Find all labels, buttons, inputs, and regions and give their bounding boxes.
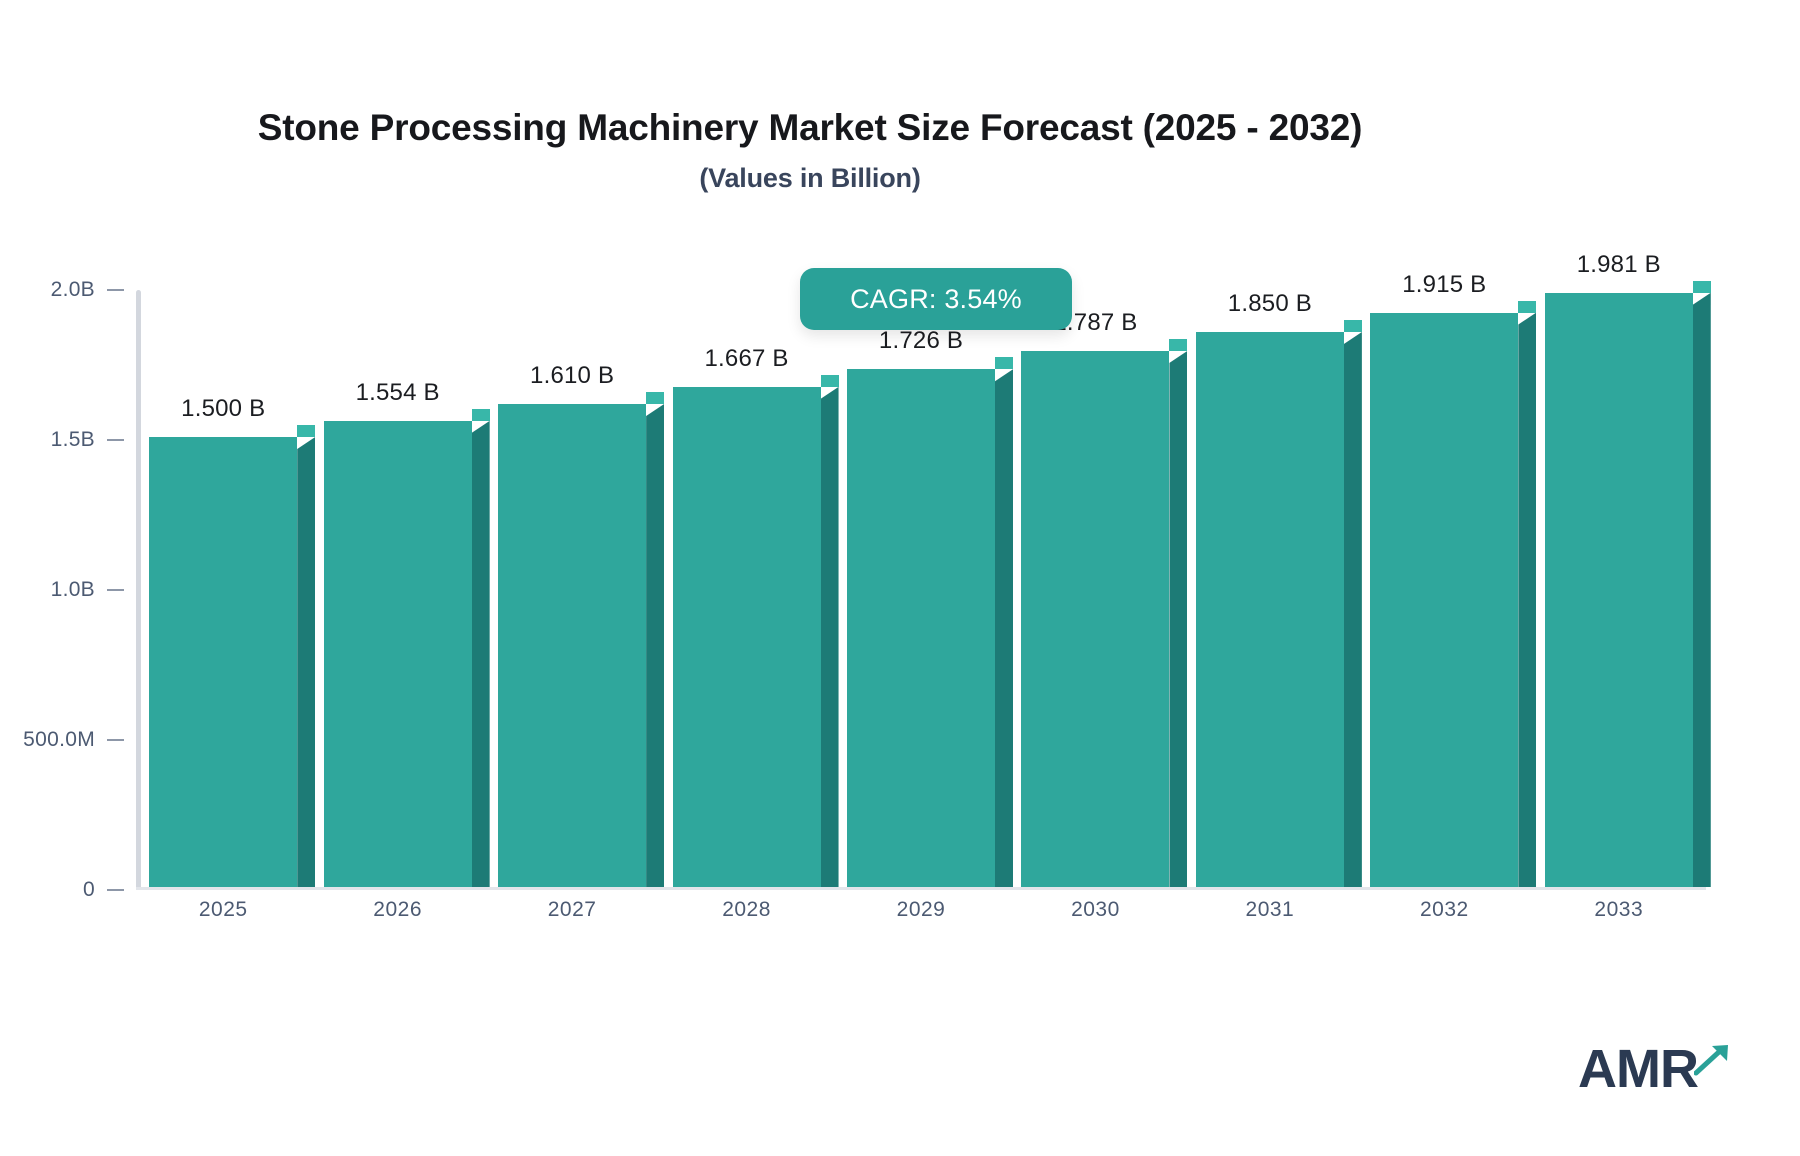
x-axis-label: 2027 xyxy=(547,898,597,921)
x-axis-label: 2032 xyxy=(1419,898,1469,921)
bar-side-face xyxy=(297,437,316,887)
x-axis-label: 2029 xyxy=(896,898,946,921)
bar-top-face xyxy=(646,392,665,404)
bar-face xyxy=(1370,312,1519,887)
bar-side-face xyxy=(646,404,665,887)
y-axis-tick: 0 xyxy=(83,878,136,902)
bar-face xyxy=(323,420,472,887)
bar[interactable]: 1.981 B xyxy=(1544,251,1711,887)
x-axis-label: 2031 xyxy=(1245,898,1295,921)
y-axis-tick-label: 1.0B xyxy=(50,578,95,601)
y-axis-tick-label: 1.5B xyxy=(50,428,95,451)
bar-face xyxy=(1195,332,1344,887)
bar-top-face xyxy=(1518,300,1537,313)
y-axis-tick-mark xyxy=(107,889,124,891)
bar-side-face xyxy=(820,386,839,887)
amr-logo-text: AMR xyxy=(1578,1039,1699,1099)
bar-top-face xyxy=(471,408,490,421)
y-axis-line xyxy=(136,290,141,890)
x-axis-label: 2025 xyxy=(198,898,248,921)
bar-face xyxy=(149,437,298,887)
bar-value-label: 1.915 B xyxy=(1402,270,1487,298)
bar[interactable]: 1.667 B xyxy=(672,290,839,887)
bar-side-face xyxy=(1692,292,1711,887)
bar[interactable]: 1.726 B xyxy=(847,290,1013,887)
bar-top-face xyxy=(1692,280,1711,293)
bar-value-label: 1.610 B xyxy=(530,362,615,389)
bar-top-face xyxy=(820,374,839,387)
x-axis-labels: 2025 2026 2027 2028 2029 2030 2031 2032 2033 xyxy=(136,898,1706,938)
bar-value-label: 1.667 B xyxy=(704,344,789,372)
y-axis-tick-mark xyxy=(107,439,124,441)
bar-value-label: 1.981 B xyxy=(1576,250,1661,278)
bar-value-label: 1.850 B xyxy=(1227,290,1312,317)
y-axis-tick: 2.0B xyxy=(51,278,136,302)
bar-face xyxy=(672,386,821,887)
y-axis-tick-mark xyxy=(107,739,124,741)
bar[interactable]: 1.554 B xyxy=(323,290,490,887)
bar-value-label: 1.554 B xyxy=(355,378,440,406)
bar[interactable]: 1.915 B xyxy=(1370,271,1537,887)
bar-top-face xyxy=(297,425,316,437)
y-axis-tick: 1.5B xyxy=(51,428,136,452)
y-axis-tick: 1.0B xyxy=(51,578,136,602)
bar-value-label: 1.500 B xyxy=(181,395,266,422)
bar-face xyxy=(498,404,647,887)
x-axis-line xyxy=(136,887,1706,890)
bar-top-face xyxy=(995,357,1013,370)
x-axis-label: 2033 xyxy=(1594,898,1644,921)
bar-face xyxy=(847,369,995,887)
bar-face xyxy=(1544,292,1693,887)
plot-area: 0 500.0M 1.0B 1.5B 2.0B 1.500 B 1.554 B 1.610 … xyxy=(23,251,1711,901)
y-axis-tick-label: 0 xyxy=(83,878,95,901)
x-axis-label: 2026 xyxy=(373,898,423,921)
bar[interactable]: 1.787 B xyxy=(1021,290,1188,887)
bar-top-face xyxy=(1169,338,1188,351)
bar-side-face xyxy=(1169,350,1188,887)
bar-face xyxy=(1021,350,1170,887)
bar-side-face xyxy=(995,369,1013,887)
cagr-badge-label: CAGR: 3.54% xyxy=(850,283,1022,314)
title-block: Stone Processing Machinery Market Size F… xyxy=(0,107,1620,194)
y-axis-tick-label: 2.0B xyxy=(50,278,95,301)
bar-side-face xyxy=(1518,312,1537,887)
bar-value-label: 1.726 B xyxy=(878,327,964,355)
cagr-badge: CAGR: 3.54% xyxy=(800,268,1072,330)
growth-arrow-icon xyxy=(1693,1043,1740,1082)
bar-side-face xyxy=(471,420,490,887)
bar-side-face xyxy=(1343,332,1362,887)
x-axis-label: 2028 xyxy=(722,898,771,921)
chart-title: Stone Processing Machinery Market Size F… xyxy=(257,107,1363,148)
x-axis-label: 2030 xyxy=(1071,898,1120,921)
bar-series: 1.500 B 1.554 B 1.610 B 1.667 B 1.726 B 1.787… xyxy=(136,251,1711,887)
y-axis-tick-mark xyxy=(107,589,124,591)
chart-subtitle: (Values in Billion) xyxy=(699,162,921,193)
y-axis-tick-label: 500.0M xyxy=(23,728,95,751)
bar-top-face xyxy=(1343,320,1362,332)
bar[interactable]: 1.850 B xyxy=(1195,290,1362,887)
bar[interactable]: 1.610 B xyxy=(498,290,665,887)
y-axis-tick-mark xyxy=(107,289,124,291)
y-axis-tick: 500.0M xyxy=(23,728,136,752)
amr-logo: AMR xyxy=(1578,1042,1740,1096)
bar[interactable]: 1.500 B xyxy=(149,290,316,887)
